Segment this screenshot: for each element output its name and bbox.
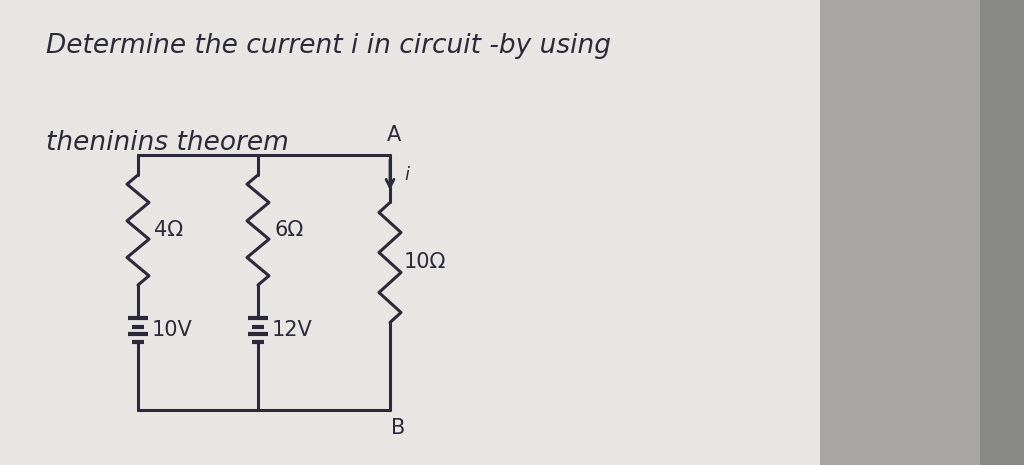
Text: i: i <box>404 166 409 184</box>
Bar <box>0 0 820 465</box>
Text: 10V: 10V <box>152 320 193 340</box>
Bar <box>980 0 1024 465</box>
Text: B: B <box>391 418 406 438</box>
Text: 10Ω: 10Ω <box>404 252 446 272</box>
Text: 12V: 12V <box>272 320 312 340</box>
Text: Determine the current i in circuit -by using: Determine the current i in circuit -by u… <box>46 33 611 59</box>
Text: A: A <box>387 125 401 145</box>
Text: theninins theorem: theninins theorem <box>46 130 289 156</box>
Text: 6Ω: 6Ω <box>274 220 303 240</box>
Text: 4Ω: 4Ω <box>154 220 183 240</box>
Bar <box>820 0 1024 465</box>
